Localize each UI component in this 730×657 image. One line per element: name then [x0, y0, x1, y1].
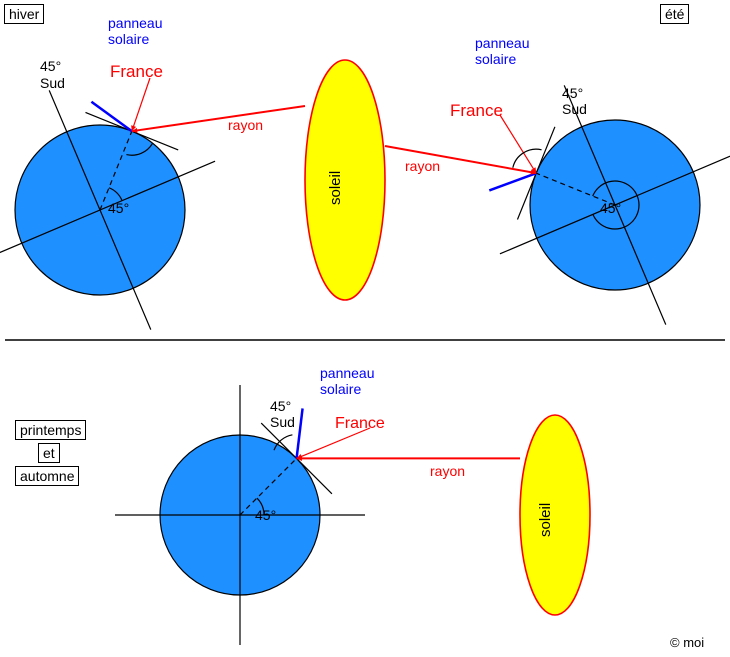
label-france-tr: France: [450, 101, 503, 121]
label-sud-tl: Sud: [40, 75, 65, 91]
label-rayon-b: rayon: [430, 463, 465, 479]
label-sud-b: Sud: [270, 414, 295, 430]
label-solaire-tr: solaire: [475, 51, 516, 67]
label-rayon-tl: rayon: [228, 117, 263, 133]
label-printemps: printemps: [15, 420, 86, 440]
label-45-inside-tl: 45°: [108, 200, 129, 216]
label-et: et: [38, 443, 60, 463]
label-panneau-tl: panneau: [108, 15, 163, 31]
label-rayon-tr: rayon: [405, 158, 440, 174]
label-45-b: 45°: [270, 398, 291, 414]
label-france-b: France: [335, 415, 385, 433]
label-france-tl: France: [110, 62, 163, 82]
label-copyright: © moi: [670, 635, 704, 650]
label-45-inside-tr: 45°: [600, 200, 621, 216]
svg-text:soleil: soleil: [537, 503, 554, 537]
label-45-tr: 45°: [562, 85, 583, 101]
label-panneau-b: panneau: [320, 365, 375, 381]
label-automne: automne: [15, 466, 79, 486]
label-45-tl: 45°: [40, 58, 61, 74]
label-solaire-tl: solaire: [108, 31, 149, 47]
label-solaire-b: solaire: [320, 381, 361, 397]
label-panneau-tr: panneau: [475, 35, 530, 51]
label-hiver: hiver: [4, 4, 44, 24]
label-sud-tr: Sud: [562, 101, 587, 117]
label-ete: été: [660, 4, 689, 24]
svg-text:soleil: soleil: [327, 171, 344, 205]
label-45-inside-b: 45°: [255, 507, 276, 523]
